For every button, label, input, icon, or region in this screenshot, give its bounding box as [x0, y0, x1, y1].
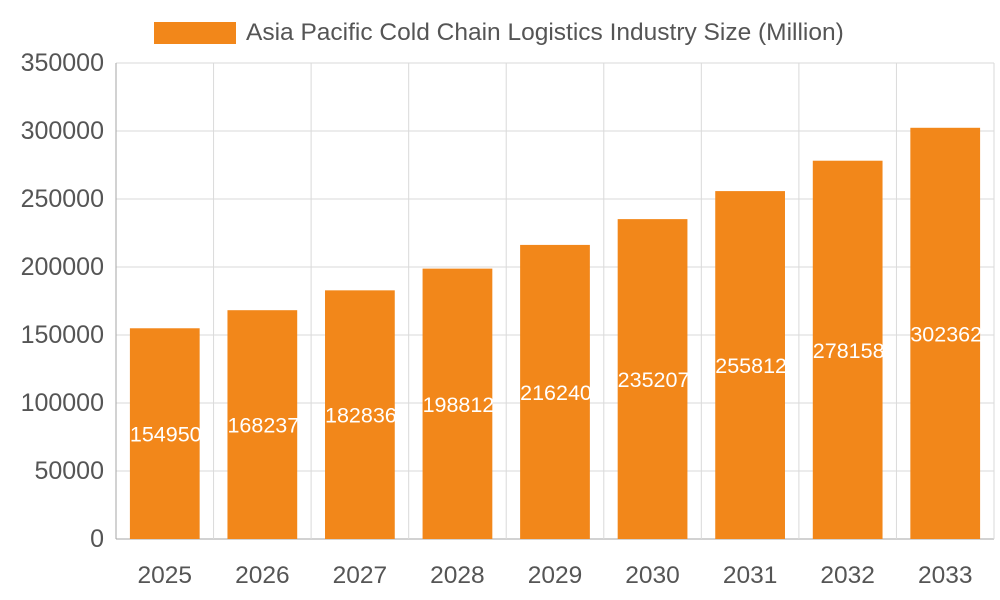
svg-text:250000: 250000: [21, 185, 104, 213]
svg-text:0: 0: [90, 525, 104, 553]
svg-text:200000: 200000: [21, 253, 104, 281]
svg-text:278158: 278158: [813, 339, 885, 363]
svg-text:2029: 2029: [528, 562, 583, 589]
svg-text:255812: 255812: [715, 354, 787, 378]
svg-text:100000: 100000: [21, 389, 104, 417]
svg-text:168237: 168237: [227, 414, 299, 438]
svg-text:2028: 2028: [430, 562, 485, 589]
svg-text:50000: 50000: [34, 457, 104, 485]
svg-text:2032: 2032: [820, 562, 875, 589]
svg-text:2027: 2027: [333, 562, 388, 589]
svg-text:2033: 2033: [918, 562, 973, 589]
svg-text:2031: 2031: [723, 562, 778, 589]
svg-text:350000: 350000: [21, 49, 104, 77]
svg-text:154950: 154950: [130, 423, 202, 447]
svg-text:300000: 300000: [21, 117, 104, 145]
svg-text:216240: 216240: [520, 381, 592, 405]
svg-text:150000: 150000: [21, 321, 104, 349]
svg-text:2025: 2025: [138, 562, 193, 589]
svg-text:2030: 2030: [625, 562, 680, 589]
svg-text:198812: 198812: [423, 393, 495, 417]
svg-text:302362: 302362: [910, 322, 982, 346]
svg-text:235207: 235207: [618, 368, 690, 392]
svg-text:182836: 182836: [325, 404, 397, 428]
svg-text:2026: 2026: [235, 562, 290, 589]
